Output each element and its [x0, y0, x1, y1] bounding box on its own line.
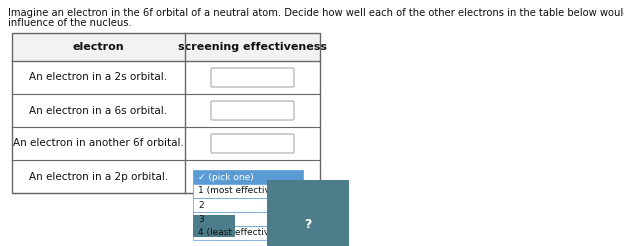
Text: ▴: ▴: [284, 139, 287, 144]
FancyBboxPatch shape: [211, 101, 294, 120]
Bar: [12, 33, 320, 193]
Text: ▾: ▾: [284, 143, 287, 148]
Text: 1 (most effective): 1 (most effective): [198, 186, 279, 196]
Text: An electron in a 2p orbital.: An electron in a 2p orbital.: [29, 171, 168, 182]
Text: 3: 3: [198, 215, 204, 224]
Text: An electron in a 6s orbital.: An electron in a 6s orbital.: [29, 106, 168, 116]
Bar: [193, 198, 303, 212]
Bar: [193, 170, 303, 184]
Text: (pick one): (pick one): [223, 139, 270, 148]
Text: ▴: ▴: [284, 73, 287, 78]
Bar: [193, 215, 235, 237]
Bar: [193, 184, 303, 198]
Text: 2: 2: [198, 200, 203, 210]
Text: ?: ?: [305, 217, 311, 231]
Bar: [12, 33, 320, 61]
Text: Imagine an electron in the 6f orbital of a neutral atom. Decide how well each of: Imagine an electron in the 6f orbital of…: [8, 8, 624, 18]
Text: ✓ (pick one): ✓ (pick one): [198, 172, 254, 182]
Text: 4 (least effective): 4 (least effective): [198, 229, 278, 237]
Text: (pick one): (pick one): [223, 73, 270, 82]
FancyBboxPatch shape: [211, 68, 294, 87]
Text: ▾: ▾: [284, 77, 287, 82]
Text: (pick one): (pick one): [223, 106, 270, 115]
Text: An electron in a 2s orbital.: An electron in a 2s orbital.: [29, 73, 168, 82]
Bar: [193, 212, 303, 226]
Text: electron: electron: [72, 42, 124, 52]
Text: ▴: ▴: [284, 106, 287, 111]
Bar: [193, 226, 303, 240]
Text: influence of the nucleus.: influence of the nucleus.: [8, 18, 132, 28]
Text: An electron in another 6f orbital.: An electron in another 6f orbital.: [13, 138, 184, 149]
Text: ▾: ▾: [284, 110, 287, 115]
FancyBboxPatch shape: [211, 134, 294, 153]
Text: screening effectiveness: screening effectiveness: [178, 42, 327, 52]
